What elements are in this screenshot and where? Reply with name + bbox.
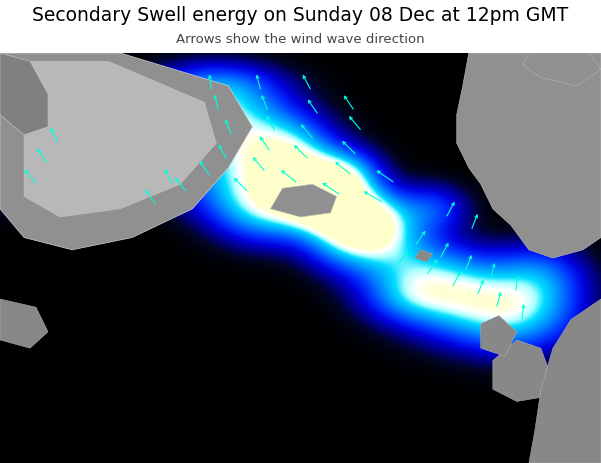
PathPatch shape (0, 299, 48, 348)
PathPatch shape (415, 250, 433, 262)
PathPatch shape (529, 299, 601, 463)
PathPatch shape (457, 53, 601, 258)
Text: Secondary Swell energy on Sunday 08 Dec at 12pm GMT: Secondary Swell energy on Sunday 08 Dec … (32, 6, 569, 25)
Text: Arrows show the wind wave direction: Arrows show the wind wave direction (176, 33, 425, 46)
PathPatch shape (523, 53, 601, 86)
PathPatch shape (24, 61, 216, 217)
PathPatch shape (0, 53, 252, 250)
PathPatch shape (0, 53, 48, 135)
PathPatch shape (481, 315, 517, 357)
PathPatch shape (493, 340, 553, 401)
PathPatch shape (270, 184, 337, 217)
